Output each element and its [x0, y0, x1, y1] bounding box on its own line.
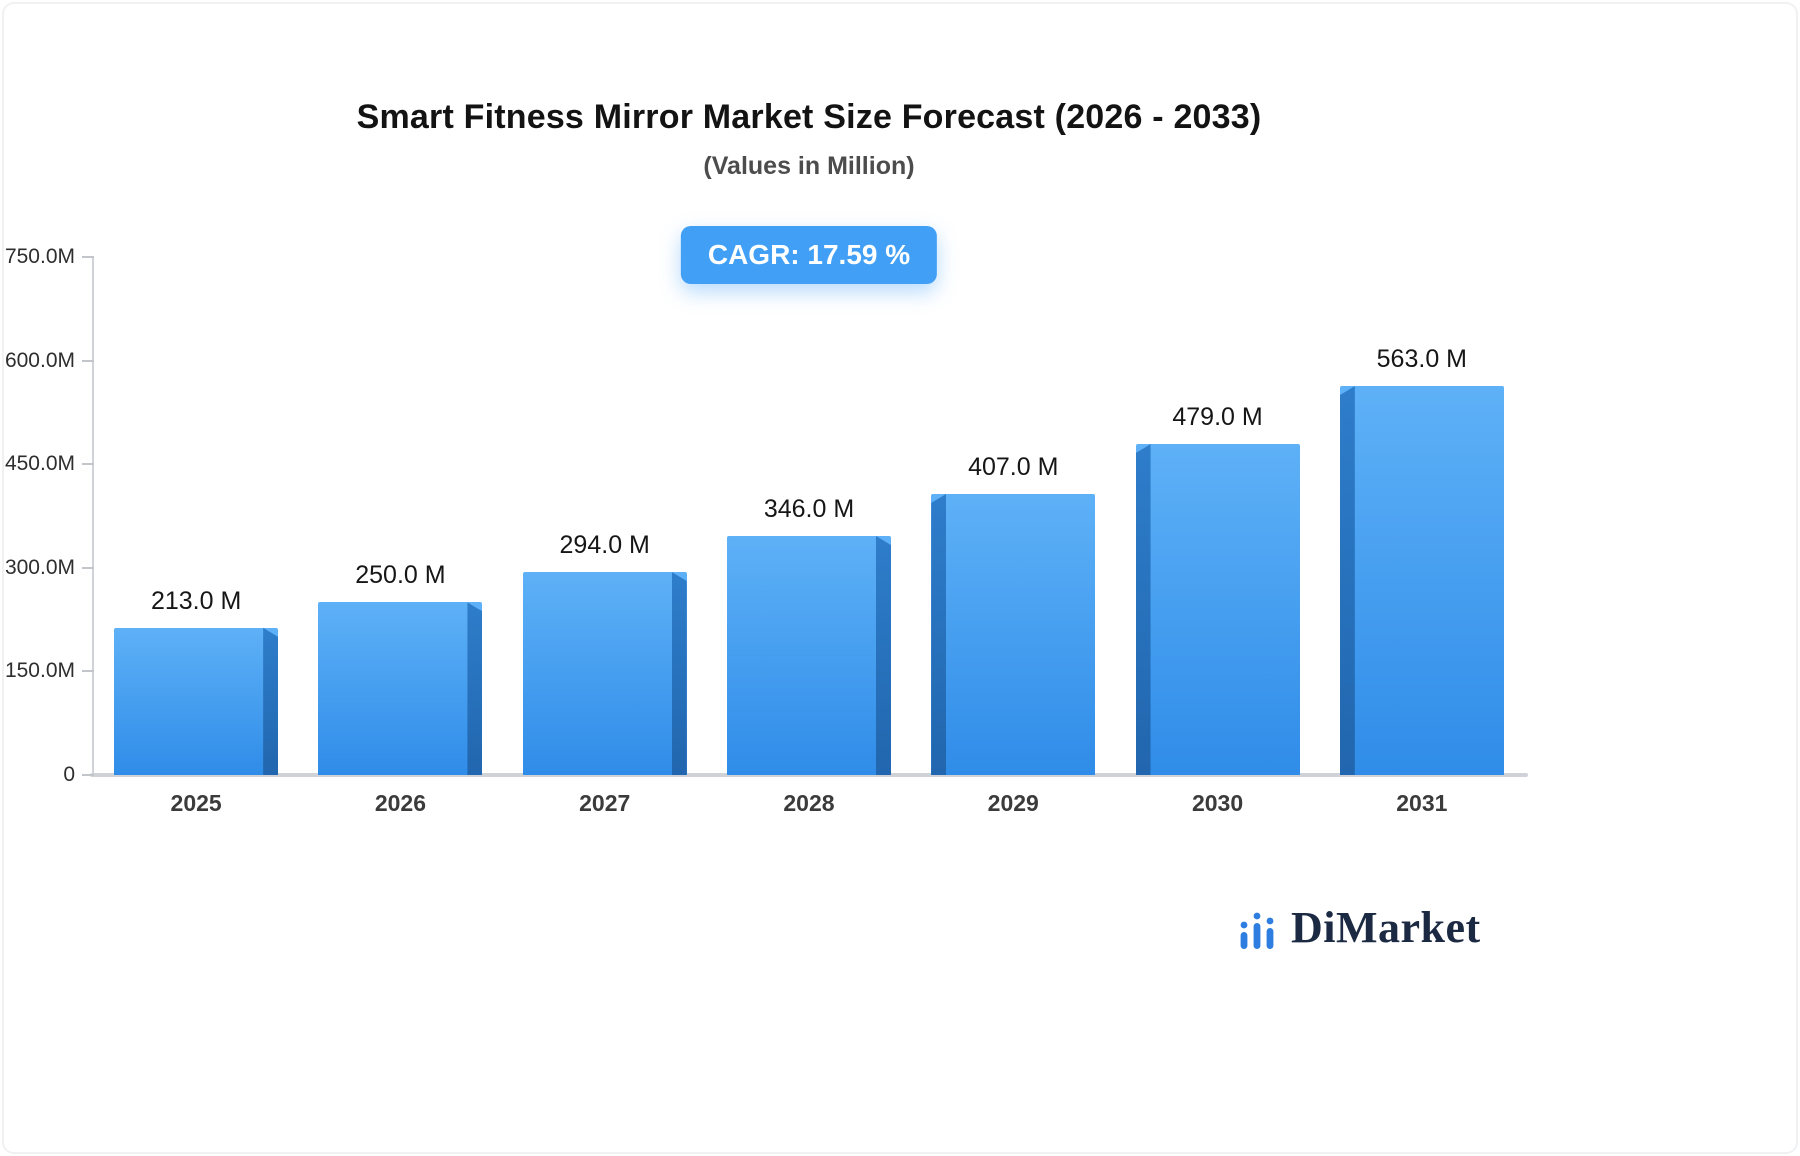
bar-value-label: 563.0 M	[1376, 345, 1467, 374]
y-tick: 600.0M	[4, 349, 94, 373]
bar	[931, 493, 1096, 775]
bar-slot: 407.0 M	[911, 257, 1115, 775]
bar-value-label: 407.0 M	[968, 452, 1059, 481]
brand-logo: DiMarket	[1236, 903, 1481, 952]
x-axis-label: 2028	[783, 790, 835, 816]
bar-side-shade	[467, 602, 483, 775]
x-axis-label: 2026	[374, 790, 426, 816]
x-axis-labels: 2025 2026 2027 2028 2029 2030 2031	[94, 790, 1524, 817]
y-tick-label: 750.0M	[4, 245, 75, 268]
y-tick: 300.0M	[4, 556, 94, 580]
y-tick: 450.0M	[4, 452, 94, 476]
x-axis-baseline	[90, 773, 1528, 777]
chart-title: Smart Fitness Mirror Market Size Forecas…	[356, 98, 1262, 136]
y-tick: 750.0M	[4, 245, 94, 269]
y-tick-label: 0	[63, 763, 75, 786]
bar	[114, 627, 279, 775]
y-tick: 0	[4, 763, 94, 787]
bar-slot: 346.0 M	[707, 257, 911, 775]
bar-value-label: 294.0 M	[559, 530, 650, 559]
chart-subtitle: (Values in Million)	[703, 152, 915, 180]
y-axis-line	[92, 257, 94, 775]
bar	[1339, 386, 1504, 775]
bar	[726, 536, 891, 775]
y-tick-mark	[82, 256, 94, 258]
y-tick-mark	[82, 566, 94, 569]
y-tick-mark	[82, 359, 94, 362]
bar-slot: 213.0 M	[94, 257, 298, 775]
bars-area: 213.0 M 250.0 M 294.0 M 346.0 M 407.0 M 479.0…	[94, 257, 1524, 775]
bar	[1135, 444, 1300, 775]
bar-slot: 250.0 M	[298, 257, 502, 775]
x-axis-label: 2027	[579, 790, 631, 816]
x-axis-label: 2030	[1191, 790, 1244, 816]
y-tick-label: 150.0M	[4, 659, 75, 683]
y-axis-ticks: 0 150.0M 300.0M 450.0M 600.0M 750.0M	[4, 245, 94, 786]
bar-side-shade	[263, 627, 279, 775]
x-axis-label: 2031	[1396, 790, 1448, 816]
brand-name: DiMarket	[1291, 903, 1481, 952]
bar-side-shade	[931, 493, 947, 775]
bar-slot: 294.0 M	[503, 257, 707, 775]
y-tick-label: 300.0M	[4, 555, 75, 579]
bar-side-shade	[1135, 444, 1151, 775]
y-tick-label: 600.0M	[4, 348, 75, 372]
bar	[522, 571, 687, 775]
y-tick-label: 450.0M	[4, 452, 75, 476]
bar	[318, 602, 483, 775]
bar-side-shade	[875, 536, 891, 775]
y-tick: 150.0M	[4, 659, 94, 683]
bar-slot: 479.0 M	[1115, 257, 1319, 775]
cagr-badge: CAGR: 17.59 %	[680, 226, 938, 284]
x-axis-label: 2029	[987, 790, 1039, 816]
bar-slot: 563.0 M	[1320, 257, 1524, 775]
x-axis-label: 2025	[170, 790, 222, 816]
bar-value-label: 213.0 M	[150, 586, 242, 615]
y-tick-mark	[82, 670, 94, 673]
y-tick-mark	[82, 774, 94, 776]
bar-value-label: 346.0 M	[763, 495, 855, 524]
bar-side-shade	[671, 571, 687, 775]
bar-chart-logo-icon	[1240, 912, 1274, 950]
y-tick-mark	[82, 463, 94, 466]
bar-side-shade	[1339, 386, 1355, 775]
bar-value-label: 479.0 M	[1172, 403, 1263, 432]
bar-value-label: 250.0 M	[355, 561, 446, 590]
